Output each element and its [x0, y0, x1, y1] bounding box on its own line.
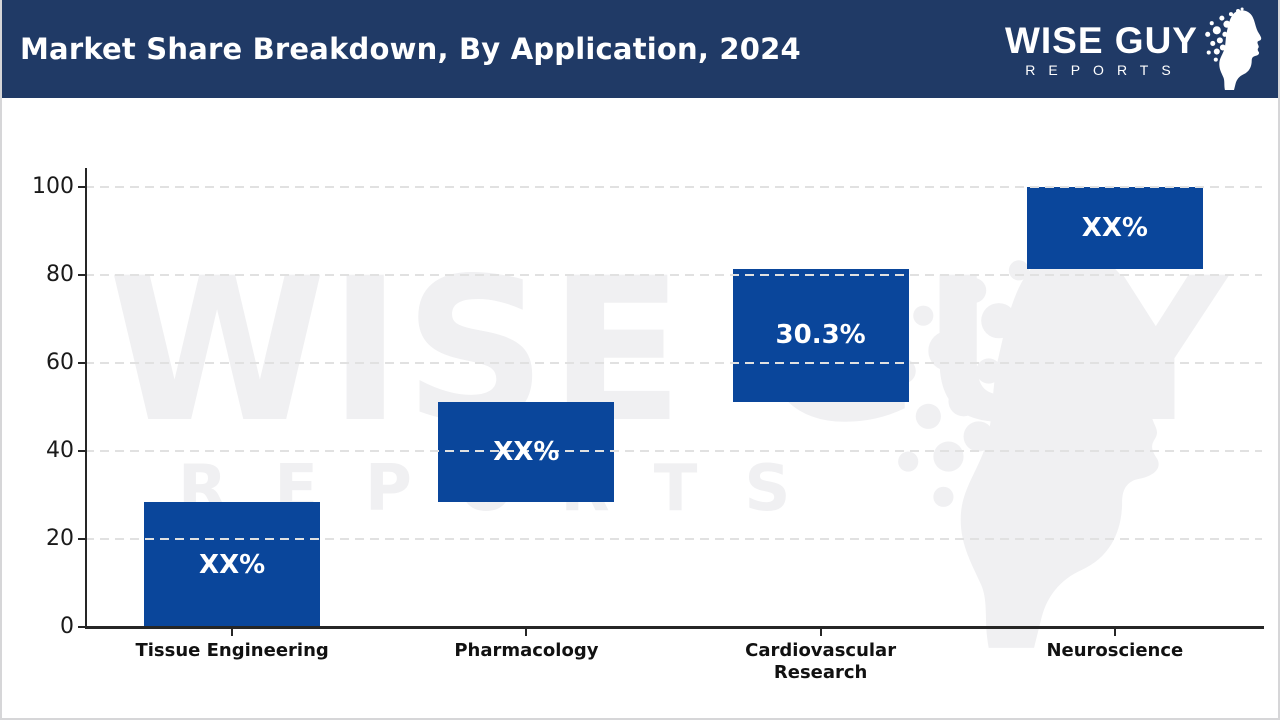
brand-logo-text: WISE GUY REPORTS	[1005, 22, 1198, 77]
gridline	[85, 274, 1262, 276]
gridline	[85, 362, 1262, 364]
x-axis-label: Neuroscience	[1046, 640, 1184, 661]
y-axis-tick	[78, 538, 85, 540]
y-axis-tick	[78, 362, 85, 364]
x-axis-label: Tissue Engineering	[135, 640, 329, 661]
x-axis-tick	[819, 629, 822, 636]
y-axis-label: 100	[32, 174, 74, 199]
x-axis-tick	[231, 629, 234, 636]
bar-pharmacology	[438, 402, 615, 503]
x-axis-tick	[525, 629, 528, 636]
gridline	[85, 186, 1262, 188]
x-axis-tick	[1113, 629, 1116, 636]
header-bar: Market Share Breakdown, By Application, …	[0, 0, 1280, 98]
x-axis-label: Pharmacology	[454, 640, 599, 661]
y-axis-label: 20	[46, 526, 74, 551]
y-axis-label: 0	[60, 614, 74, 639]
brand-logo: WISE GUY REPORTS	[1005, 6, 1266, 92]
y-axis-tick	[78, 450, 85, 452]
gridline	[85, 450, 1262, 452]
y-axis-label: 80	[46, 262, 74, 287]
gridline	[85, 538, 1262, 540]
logo-head-icon	[1205, 7, 1262, 90]
bar-neuroscience	[1026, 187, 1203, 269]
x-axis-line	[85, 626, 1264, 629]
y-axis-label: 60	[46, 350, 74, 375]
y-axis-tick	[78, 186, 85, 188]
y-axis-tick	[78, 274, 85, 276]
x-axis-label: Cardiovascular Research	[745, 640, 897, 683]
brand-subtitle: REPORTS	[1025, 61, 1184, 78]
page-title: Market Share Breakdown, By Application, …	[20, 32, 801, 66]
y-axis-label: 40	[46, 438, 74, 463]
brand-name: WISE GUY	[1004, 19, 1198, 61]
bar-tissue-engineering	[144, 502, 321, 627]
watermark-head-icon	[890, 237, 1170, 648]
y-axis-tick	[78, 626, 85, 628]
bar-cardiovascular-research	[732, 268, 909, 403]
y-axis-line	[85, 168, 87, 629]
